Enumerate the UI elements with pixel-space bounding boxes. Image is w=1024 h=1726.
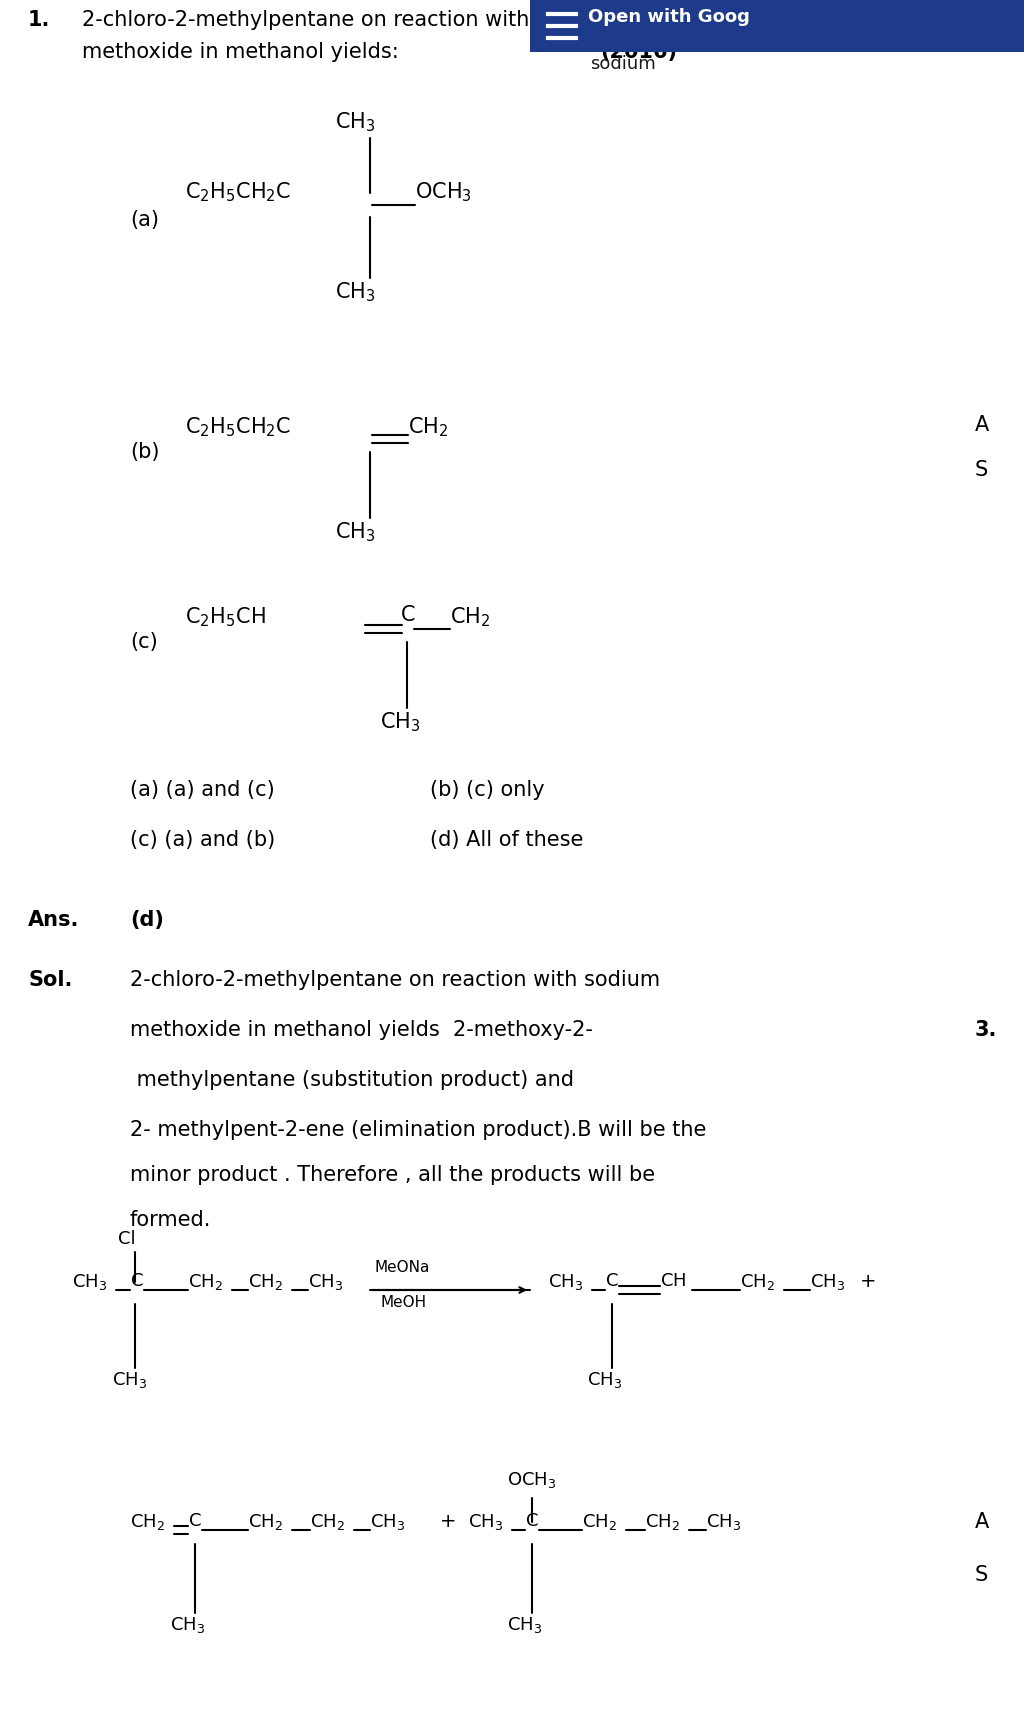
- Text: $\mathregular{CH_3}$: $\mathregular{CH_3}$: [335, 110, 376, 133]
- Text: $\mathregular{OCH_3}$: $\mathregular{OCH_3}$: [507, 1471, 556, 1490]
- Text: +: +: [860, 1272, 877, 1291]
- Text: 3.: 3.: [975, 1020, 997, 1041]
- Text: (c): (c): [130, 632, 158, 652]
- Text: $\mathregular{CH_2}$: $\mathregular{CH_2}$: [310, 1512, 345, 1533]
- Text: $\mathregular{CH_3}$: $\mathregular{CH_3}$: [308, 1272, 343, 1293]
- Text: $\mathregular{C}$: $\mathregular{C}$: [130, 1272, 143, 1289]
- Text: A: A: [975, 1512, 989, 1533]
- Text: $\mathregular{CH_2}$: $\mathregular{CH_2}$: [248, 1512, 283, 1533]
- Text: sodium: sodium: [590, 55, 655, 72]
- Text: 1.: 1.: [28, 10, 50, 29]
- Text: $\mathregular{CH_3}$: $\mathregular{CH_3}$: [587, 1370, 623, 1389]
- Text: methoxide in methanol yields:: methoxide in methanol yields:: [82, 41, 398, 62]
- Bar: [530, 0, 1024, 52]
- Text: (b): (b): [130, 442, 160, 463]
- Text: (2016): (2016): [600, 41, 677, 62]
- Text: $\mathregular{CH_3}$: $\mathregular{CH_3}$: [170, 1616, 205, 1635]
- Text: (a): (a): [130, 211, 159, 230]
- Text: $\mathregular{CH_3}$: $\mathregular{CH_3}$: [548, 1272, 584, 1293]
- Text: MeONa: MeONa: [375, 1260, 430, 1276]
- Text: A: A: [975, 414, 989, 435]
- Text: $\mathregular{C}$: $\mathregular{C}$: [188, 1512, 202, 1529]
- Text: formed.: formed.: [130, 1210, 211, 1231]
- Text: minor product . Therefore , all the products will be: minor product . Therefore , all the prod…: [130, 1165, 655, 1186]
- Text: $\mathregular{C}$: $\mathregular{C}$: [605, 1272, 618, 1289]
- Text: $\mathregular{CH_2}$: $\mathregular{CH_2}$: [248, 1272, 283, 1293]
- Text: (b) (c) only: (b) (c) only: [430, 780, 545, 799]
- Text: $\mathregular{CH_2}$: $\mathregular{CH_2}$: [582, 1512, 617, 1533]
- Text: $\mathregular{CH_3}$: $\mathregular{CH_3}$: [380, 709, 421, 734]
- Text: $\mathregular{CH_3}$: $\mathregular{CH_3}$: [335, 280, 376, 304]
- Text: $\mathregular{CH_3}$: $\mathregular{CH_3}$: [335, 520, 376, 544]
- Text: $\mathregular{CH_2}$: $\mathregular{CH_2}$: [188, 1272, 223, 1293]
- Text: $\mathregular{C_2H_5CH_2C}$: $\mathregular{C_2H_5CH_2C}$: [185, 180, 291, 204]
- Text: $\mathregular{C_2H_5CH}$: $\mathregular{C_2H_5CH}$: [185, 606, 265, 628]
- Text: $\mathregular{C_2H_5CH_2C}$: $\mathregular{C_2H_5CH_2C}$: [185, 414, 291, 438]
- Text: $\mathregular{CH_3}$: $\mathregular{CH_3}$: [370, 1512, 406, 1533]
- Text: methoxide in methanol yields  2-methoxy-2-: methoxide in methanol yields 2-methoxy-2…: [130, 1020, 593, 1041]
- Text: $\mathregular{CH_2}$: $\mathregular{CH_2}$: [408, 414, 449, 438]
- Text: $\mathregular{CH_2}$: $\mathregular{CH_2}$: [740, 1272, 775, 1293]
- Text: $\mathregular{CH_2}$: $\mathregular{CH_2}$: [450, 606, 490, 628]
- Text: methylpentane (substitution product) and: methylpentane (substitution product) and: [130, 1070, 574, 1091]
- Text: (d): (d): [130, 910, 164, 930]
- Text: +: +: [440, 1512, 457, 1531]
- Text: $\mathregular{CH_3}$: $\mathregular{CH_3}$: [507, 1616, 543, 1635]
- Text: $\mathregular{CH_3}$: $\mathregular{CH_3}$: [112, 1370, 147, 1389]
- Text: Open with Goog: Open with Goog: [588, 9, 750, 26]
- Text: 2-chloro-2-methylpentane on reaction with sodium: 2-chloro-2-methylpentane on reaction wit…: [130, 970, 660, 991]
- Text: S: S: [975, 461, 988, 480]
- Text: 2- methylpent-2-ene (elimination product).B will be the: 2- methylpent-2-ene (elimination product…: [130, 1120, 707, 1139]
- Text: $\mathregular{CH}$: $\mathregular{CH}$: [660, 1272, 686, 1289]
- Text: $\mathregular{C}$: $\mathregular{C}$: [400, 606, 416, 625]
- Text: Cl: Cl: [118, 1231, 135, 1248]
- Text: (d) All of these: (d) All of these: [430, 830, 584, 849]
- Text: $\mathregular{C}$: $\mathregular{C}$: [525, 1512, 539, 1529]
- Text: $\mathregular{CH_3}$: $\mathregular{CH_3}$: [810, 1272, 845, 1293]
- Text: Sol.: Sol.: [28, 970, 73, 991]
- Text: 2-chloro-2-methylpentane on reaction with sodium: 2-chloro-2-methylpentane on reaction wit…: [82, 10, 612, 29]
- Text: $\mathregular{CH_3}$: $\mathregular{CH_3}$: [72, 1272, 108, 1293]
- Text: $\mathregular{CH_3}$: $\mathregular{CH_3}$: [468, 1512, 503, 1533]
- Text: Ans.: Ans.: [28, 910, 80, 930]
- Text: S: S: [975, 1565, 988, 1584]
- Text: $\mathregular{CH_3}$: $\mathregular{CH_3}$: [706, 1512, 741, 1533]
- Text: $\mathregular{CH_2}$: $\mathregular{CH_2}$: [130, 1512, 165, 1533]
- Text: $\mathregular{CH_2}$: $\mathregular{CH_2}$: [645, 1512, 680, 1533]
- Text: $\mathregular{OCH_3}$: $\mathregular{OCH_3}$: [415, 180, 472, 204]
- Text: MeOH: MeOH: [380, 1294, 426, 1310]
- Text: (c) (a) and (b): (c) (a) and (b): [130, 830, 275, 849]
- Text: (a) (a) and (c): (a) (a) and (c): [130, 780, 274, 799]
